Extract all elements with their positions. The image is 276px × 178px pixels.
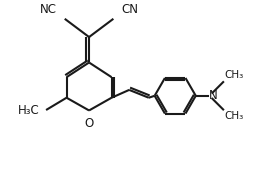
Text: O: O [84, 117, 94, 130]
Text: CH₃: CH₃ [224, 111, 243, 121]
Text: CN: CN [121, 2, 138, 15]
Text: H₃C: H₃C [18, 104, 40, 117]
Text: CH₃: CH₃ [224, 70, 243, 80]
Text: NC: NC [40, 2, 57, 15]
Text: N: N [208, 89, 217, 102]
